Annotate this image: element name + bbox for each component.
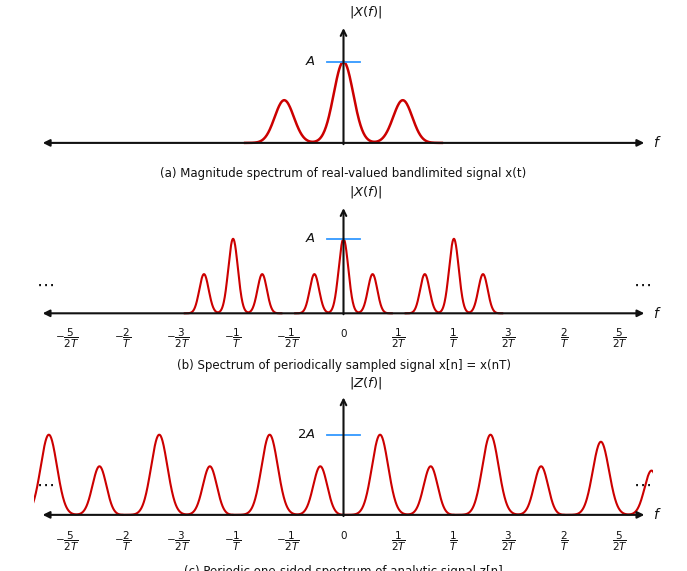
Text: $\cdots$: $\cdots$ xyxy=(36,276,54,294)
Text: $\dfrac{3}{2T}$: $\dfrac{3}{2T}$ xyxy=(502,327,517,350)
Text: $A$: $A$ xyxy=(305,232,316,246)
Text: $\dfrac{5}{2T}$: $\dfrac{5}{2T}$ xyxy=(611,327,627,350)
Text: $0$: $0$ xyxy=(339,327,348,339)
Text: $\cdots$: $\cdots$ xyxy=(633,476,651,493)
Text: (a) Magnitude spectrum of real-valued bandlimited signal x(t): (a) Magnitude spectrum of real-valued ba… xyxy=(160,167,527,180)
Text: $\dfrac{2}{T}$: $\dfrac{2}{T}$ xyxy=(560,327,569,350)
Text: $\dfrac{1}{2T}$: $\dfrac{1}{2T}$ xyxy=(391,327,407,350)
Text: $f$: $f$ xyxy=(653,135,662,150)
Text: $-\dfrac{1}{T}$: $-\dfrac{1}{T}$ xyxy=(224,327,242,350)
Text: $|Z(f)|$: $|Z(f)|$ xyxy=(349,375,382,391)
Text: $\dfrac{5}{2T}$: $\dfrac{5}{2T}$ xyxy=(611,529,627,553)
Text: $2A$: $2A$ xyxy=(297,428,316,441)
Text: $|X(f)|$: $|X(f)|$ xyxy=(349,3,383,19)
Text: $-\dfrac{5}{2T}$: $-\dfrac{5}{2T}$ xyxy=(56,529,80,553)
Text: $\dfrac{1}{T}$: $\dfrac{1}{T}$ xyxy=(449,327,458,350)
Text: $\cdots$: $\cdots$ xyxy=(633,276,651,294)
Text: $\dfrac{2}{T}$: $\dfrac{2}{T}$ xyxy=(560,529,569,553)
Text: $|X(f)|$: $|X(f)|$ xyxy=(349,184,382,200)
Text: $\dfrac{1}{T}$: $\dfrac{1}{T}$ xyxy=(449,529,458,553)
Text: $-\dfrac{2}{T}$: $-\dfrac{2}{T}$ xyxy=(114,327,131,350)
Text: $-\dfrac{3}{2T}$: $-\dfrac{3}{2T}$ xyxy=(166,327,190,350)
Text: $A$: $A$ xyxy=(304,55,315,69)
Text: (b) Spectrum of periodically sampled signal x[n] = x(nT): (b) Spectrum of periodically sampled sig… xyxy=(177,360,510,372)
Text: $0$: $0$ xyxy=(339,529,348,541)
Text: (c) Periodic one-sided spectrum of analytic signal z[n]: (c) Periodic one-sided spectrum of analy… xyxy=(184,565,503,571)
Text: $f$: $f$ xyxy=(653,508,662,522)
Text: $-\dfrac{3}{2T}$: $-\dfrac{3}{2T}$ xyxy=(166,529,190,553)
Text: $\dfrac{1}{2T}$: $\dfrac{1}{2T}$ xyxy=(391,529,407,553)
Text: $\dfrac{3}{2T}$: $\dfrac{3}{2T}$ xyxy=(502,529,517,553)
Text: $-\dfrac{2}{T}$: $-\dfrac{2}{T}$ xyxy=(114,529,131,553)
Text: $-\dfrac{1}{2T}$: $-\dfrac{1}{2T}$ xyxy=(276,529,300,553)
Text: $-\dfrac{1}{2T}$: $-\dfrac{1}{2T}$ xyxy=(276,327,300,350)
Text: $-\dfrac{1}{T}$: $-\dfrac{1}{T}$ xyxy=(224,529,242,553)
Text: $f$: $f$ xyxy=(653,306,662,321)
Text: $-\dfrac{5}{2T}$: $-\dfrac{5}{2T}$ xyxy=(56,327,80,350)
Text: $\cdots$: $\cdots$ xyxy=(36,476,54,493)
